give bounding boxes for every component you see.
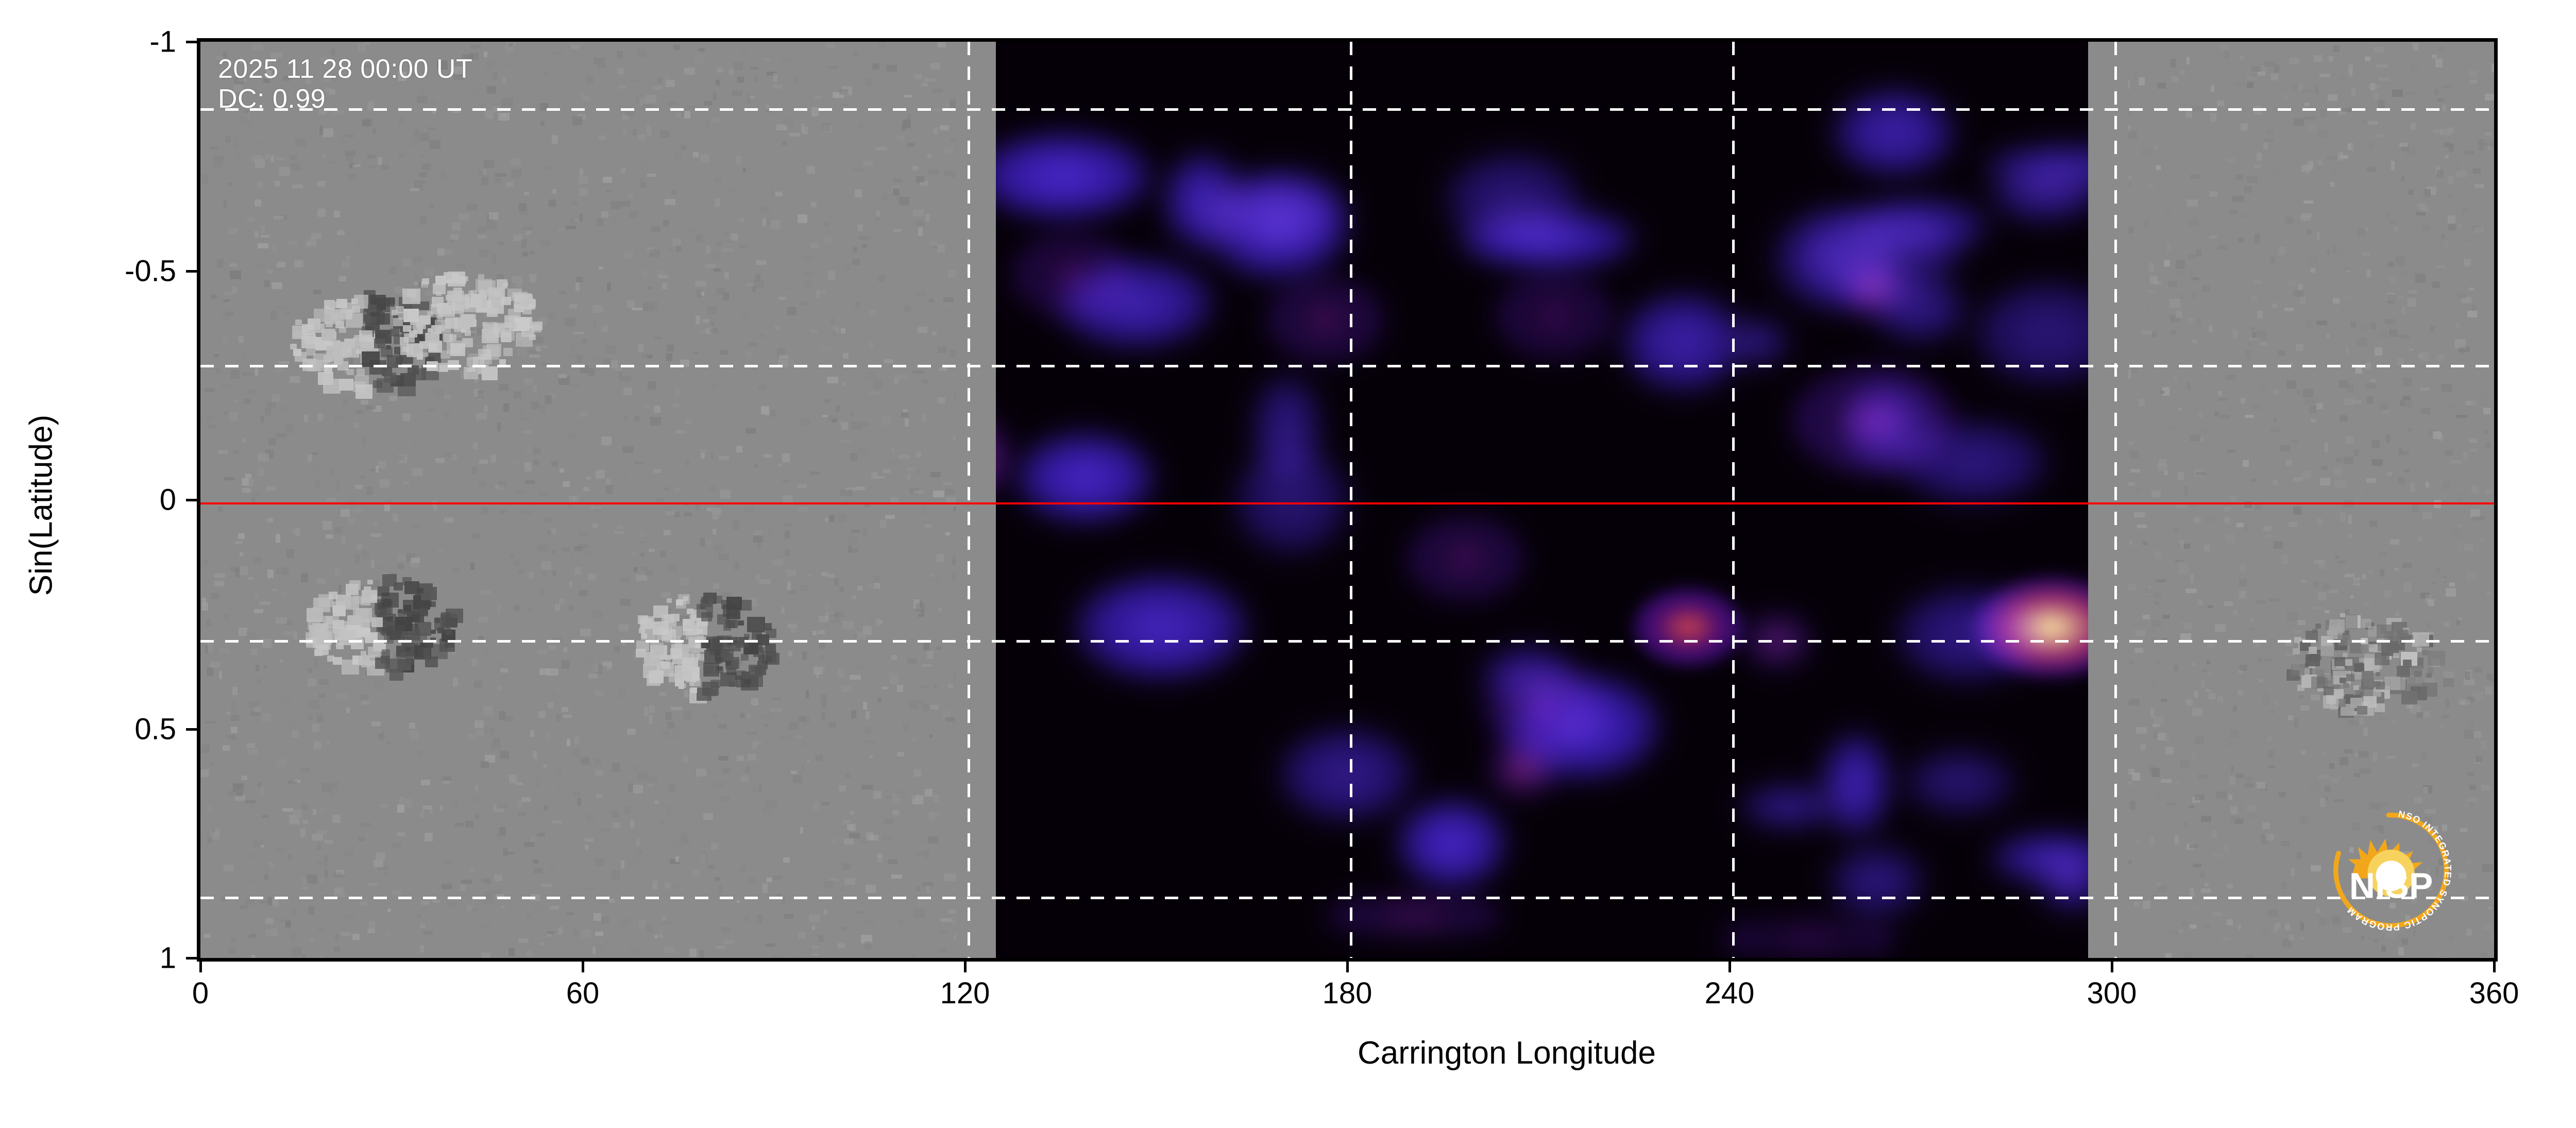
timestamp-overlay: 2025 11 28 00:00 UT DC: 0.99 [218,54,472,114]
gridline-horizontal [200,640,2494,643]
timestamp-text: 2025 11 28 00:00 UT [218,54,472,84]
gridline-horizontal [200,897,2494,899]
x-axis-title: Carrington Longitude [0,1035,2576,1071]
y-tick [186,957,197,959]
gridline-horizontal [200,365,2494,367]
x-tick-label: 60 [566,976,600,1011]
x-tick-label: 360 [2469,976,2519,1011]
x-tick-label: 0 [192,976,209,1011]
y-tick-label: -1 [0,25,176,59]
duty-cycle-text: DC: 0.99 [218,84,472,114]
x-tick-label: 300 [2087,976,2137,1011]
x-tick-label: 120 [940,976,990,1011]
map-plot-area: 2025 11 28 00:00 UT DC: 0.99 NSO INTEGRA… [197,38,2498,962]
equator-line [200,502,2494,504]
y-tick-label: 1 [0,941,176,975]
y-tick [186,270,197,273]
y-tick [186,728,197,731]
x-tick [1728,961,1731,972]
farside-phase-shift-map [956,42,2128,958]
x-tick [964,961,967,972]
y-tick [186,41,197,43]
y-axis-title: Sin(Latitude) [23,248,60,763]
map-canvas: 2025 11 28 00:00 UT DC: 0.99 NSO INTEGRA… [200,42,2494,958]
nisp-wordmark: NISP [2349,866,2433,906]
gridline-vertical [1350,42,1352,958]
nisp-logo: NSO INTEGRATED SYNOPTIC PROGRAM NISP [2322,801,2460,939]
x-tick [582,961,584,972]
east-limb-mask [956,42,996,958]
x-tick [1346,961,1349,972]
gridline-horizontal [200,108,2494,111]
x-tick-label: 240 [1705,976,1755,1011]
gridline-vertical [2114,42,2117,958]
x-tick [2493,961,2496,972]
west-limb-mask [2088,42,2128,958]
x-tick-label: 180 [1323,976,1372,1011]
x-tick [199,961,202,972]
x-tick [2111,961,2113,972]
gridline-vertical [968,42,970,958]
gridline-vertical [1732,42,1735,958]
y-tick [186,499,197,501]
